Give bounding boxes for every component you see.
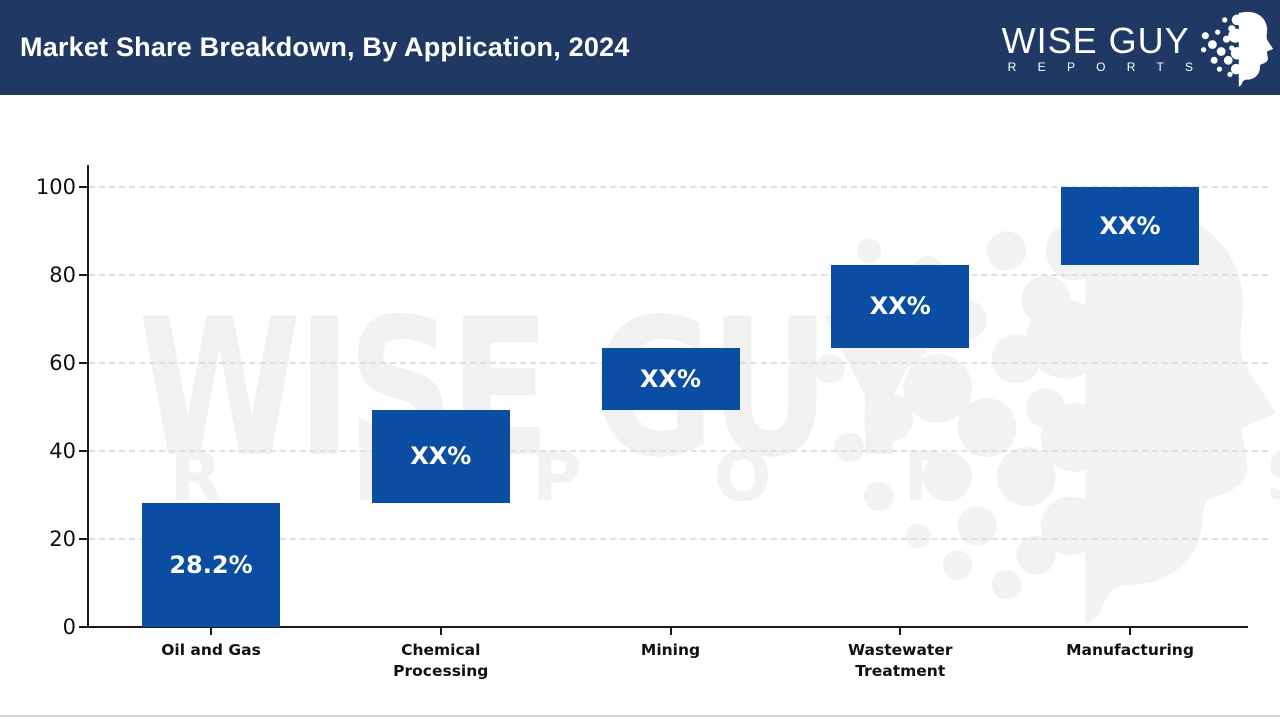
x-tick-mark-mining — [669, 628, 672, 635]
x-tick-mark-oil-and-gas — [210, 628, 212, 635]
bar-wastewater-treatment: XX% — [831, 264, 970, 349]
bar-mining: XX% — [601, 348, 740, 411]
y-tick-mark-60 — [79, 362, 87, 364]
y-tick-label-20: 20 — [49, 527, 76, 551]
x-category-label-oil-and-gas: Oil and Gas — [161, 641, 261, 659]
logo-name-text: WISE GUY — [1001, 19, 1190, 61]
x-category-label-wastewater-treatment: Wastewater Treatment — [848, 641, 953, 680]
bar-value-label-oil-and-gas: 28.2% — [169, 550, 253, 579]
y-tick-mark-20 — [79, 538, 87, 540]
x-tick-mark-chemical-processing — [439, 628, 442, 635]
logo-text: WISE GUY R E P O R T S — [1001, 19, 1202, 75]
y-tick-mark-80 — [79, 274, 87, 276]
bar-value-label-wastewater-treatment: XX% — [869, 292, 931, 321]
y-tick-label-0: 0 — [62, 615, 76, 639]
bar-chemical-processing: XX% — [371, 410, 510, 503]
x-category-label-chemical-processing: Chemical Processing — [393, 641, 489, 680]
x-tick-mark-manufacturing — [1129, 628, 1131, 635]
watermark-wiseguy-text: WISE GUY — [138, 278, 933, 499]
gridline-100 — [89, 186, 1268, 188]
y-tick-mark-100 — [79, 186, 87, 188]
bottom-divider-line — [0, 715, 1280, 717]
bar-manufacturing: XX% — [1061, 187, 1199, 265]
header-bar: Market Share Breakdown, By Application, … — [0, 0, 1280, 95]
y-tick-label-80: 80 — [49, 263, 76, 287]
y-tick-label-60: 60 — [49, 351, 76, 375]
bar-value-label-mining: XX% — [639, 365, 702, 394]
wise-guy-reports-logo: WISE GUY R E P O R T S — [1002, 4, 1274, 92]
logo-sub-text: R E P O R T S — [1007, 60, 1202, 75]
x-axis-line — [87, 626, 1248, 628]
y-tick-mark-40 — [79, 450, 87, 452]
bar-value-label-manufacturing: XX% — [1099, 211, 1161, 240]
y-tick-label-100: 100 — [35, 175, 76, 199]
watermark-face-dots-graphic — [815, 206, 1277, 624]
gridline-40 — [89, 450, 1268, 452]
bar-value-label-chemical-processing: XX% — [410, 442, 472, 471]
logo-face-dots-icon — [1200, 11, 1274, 87]
x-category-label-manufacturing: Manufacturing — [1066, 641, 1194, 659]
gridline-20 — [89, 538, 1268, 540]
y-tick-label-40: 40 — [49, 439, 76, 463]
x-tick-mark-wastewater-treatment — [899, 628, 902, 635]
x-category-label-mining: Mining — [640, 641, 701, 659]
bar-oil-and-gas: 28.2% — [142, 502, 280, 627]
y-tick-mark-0 — [79, 626, 87, 628]
gridline-80 — [89, 274, 1268, 276]
chart-title: Market Share Breakdown, By Application, … — [20, 32, 630, 62]
y-axis-line — [87, 165, 89, 628]
